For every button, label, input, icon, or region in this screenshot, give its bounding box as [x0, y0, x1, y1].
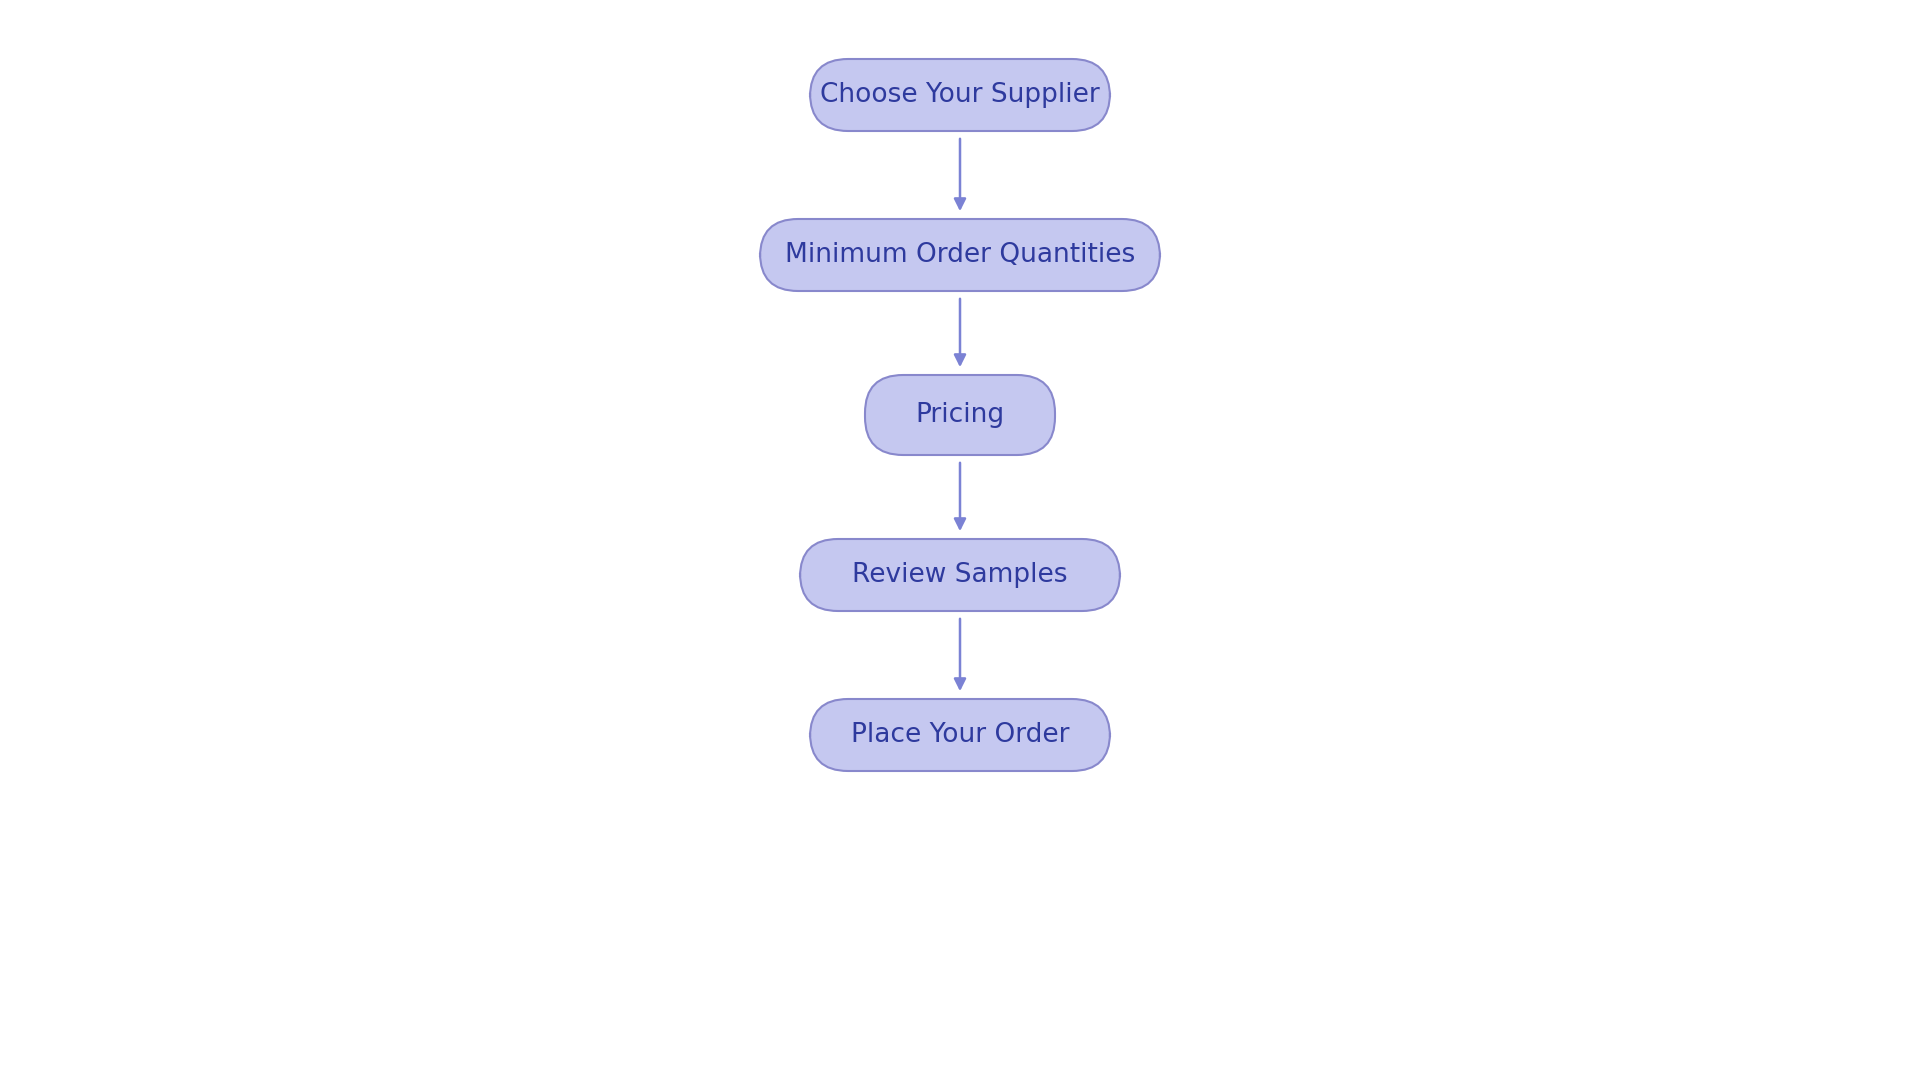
FancyBboxPatch shape [810, 58, 1110, 131]
Text: Place Your Order: Place Your Order [851, 722, 1069, 748]
Text: Review Samples: Review Samples [852, 562, 1068, 588]
Text: Pricing: Pricing [916, 402, 1004, 428]
Text: Minimum Order Quantities: Minimum Order Quantities [785, 242, 1135, 268]
FancyBboxPatch shape [760, 219, 1160, 291]
FancyBboxPatch shape [810, 699, 1110, 771]
FancyBboxPatch shape [801, 539, 1119, 611]
Text: Choose Your Supplier: Choose Your Supplier [820, 82, 1100, 108]
FancyBboxPatch shape [866, 375, 1054, 455]
